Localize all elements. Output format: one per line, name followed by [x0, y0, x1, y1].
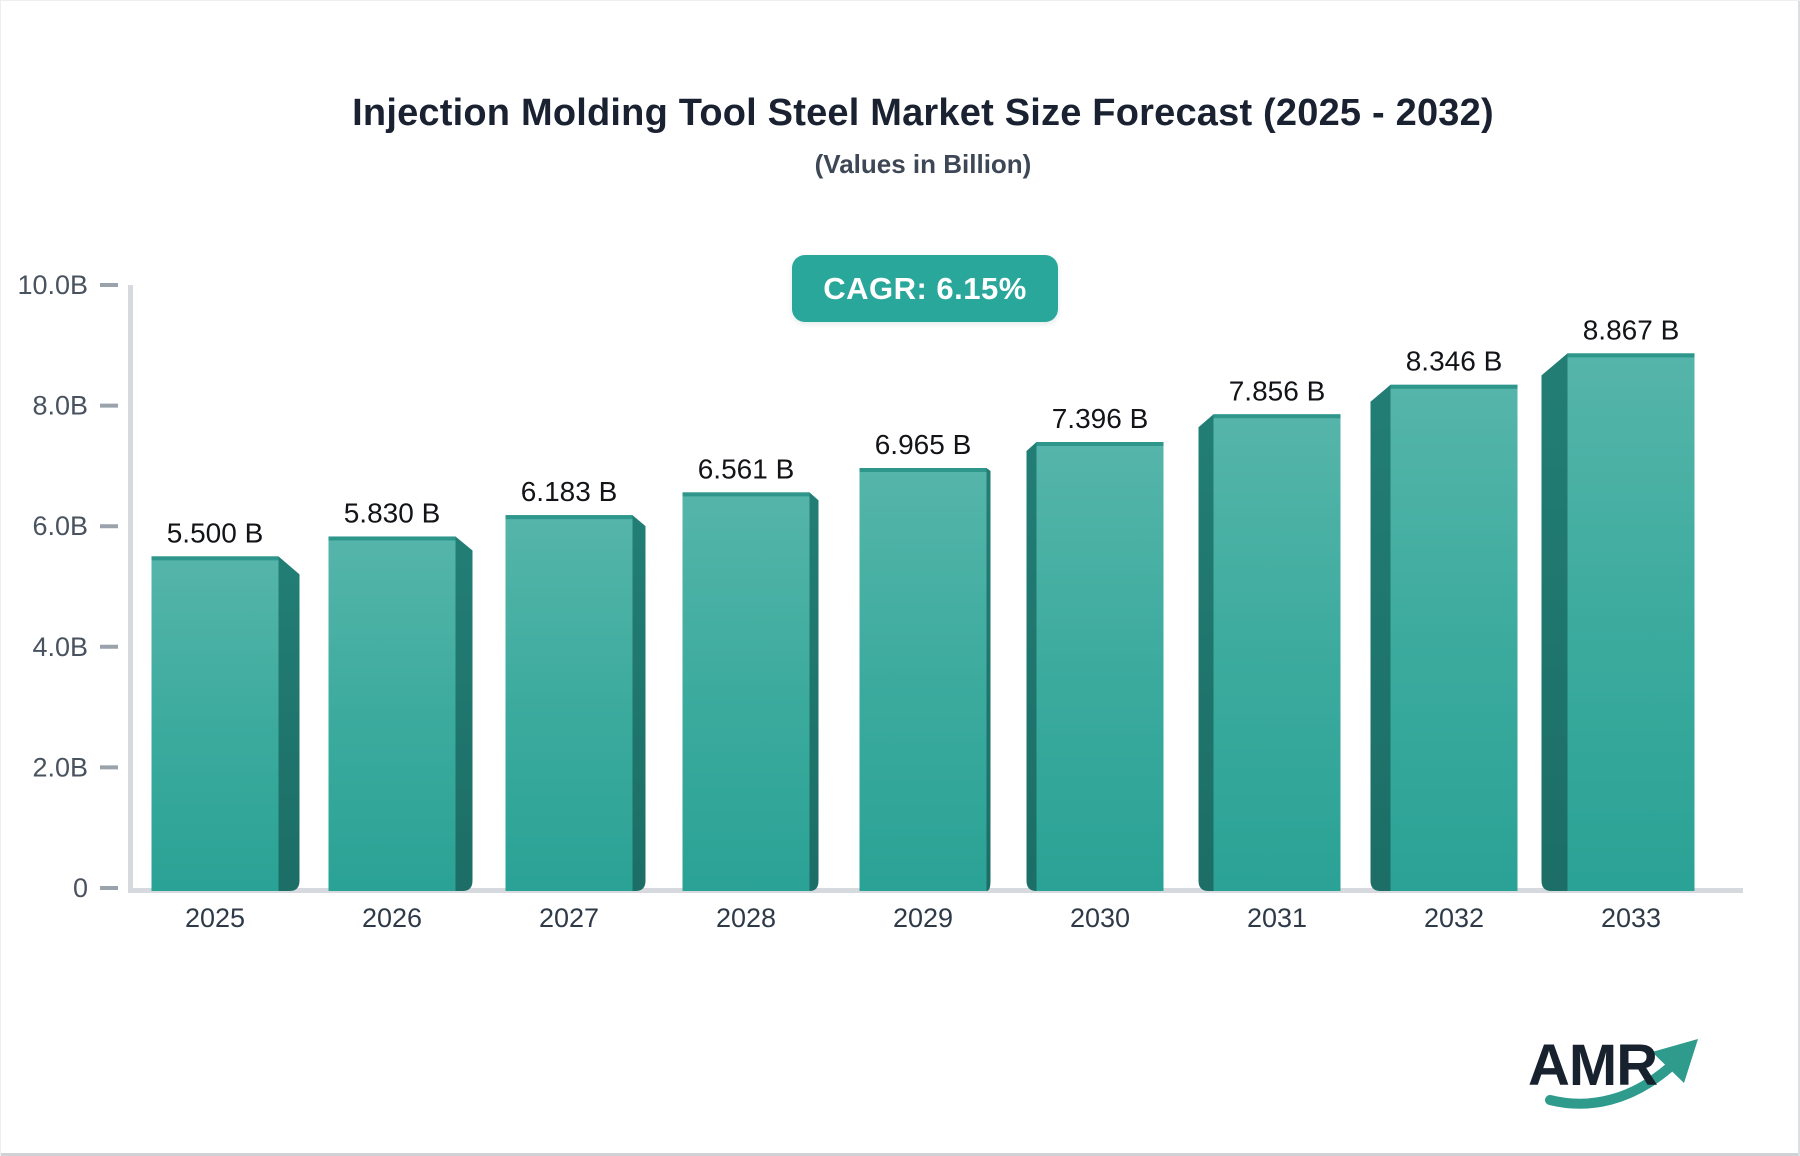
cagr-badge: CAGR: 6.15%: [792, 255, 1058, 322]
x-axis-label: 2032: [1424, 903, 1484, 933]
bar-value-label: 7.856 B: [1229, 375, 1326, 406]
x-axis-label: 2033: [1601, 903, 1661, 933]
bar-side-2030: [1026, 442, 1037, 891]
bar-value-label: 5.500 B: [167, 517, 264, 548]
bar-2031: [1213, 414, 1341, 891]
x-axis-label: 2025: [185, 903, 245, 933]
y-axis-tick-label: 6.0B: [32, 511, 88, 541]
bar-2025: [151, 556, 279, 891]
bar-value-label: 6.183 B: [521, 476, 618, 507]
amr-logo: AMR: [1500, 1022, 1740, 1142]
bar-side-2025: [278, 556, 300, 891]
bar-side-2028: [809, 492, 819, 891]
bar-side-2026: [455, 536, 473, 891]
x-axis-label: 2028: [716, 903, 776, 933]
bar-value-label: 5.830 B: [344, 497, 441, 528]
y-axis-tick-label: 0: [73, 873, 88, 903]
bar-2033: [1567, 353, 1695, 891]
x-axis-label: 2030: [1070, 903, 1130, 933]
bar-value-label: 8.867 B: [1583, 314, 1680, 345]
bar-side-2031: [1198, 414, 1214, 891]
bar-side-2029: [986, 468, 991, 891]
y-axis-tick-label: 8.0B: [32, 391, 88, 421]
x-axis-label: 2031: [1247, 903, 1307, 933]
bar-2029: [859, 468, 987, 891]
bar-2028: [682, 492, 810, 891]
x-axis-label: 2029: [893, 903, 953, 933]
x-axis-label: 2026: [362, 903, 422, 933]
bar-side-2027: [632, 515, 646, 891]
x-axis-label: 2027: [539, 903, 599, 933]
bar-2027: [505, 515, 633, 891]
bar-2026: [328, 536, 456, 891]
bar-side-2032: [1370, 384, 1391, 891]
logo-arrow-icon: [1545, 1039, 1698, 1109]
bar-value-label: 7.396 B: [1052, 403, 1149, 434]
chart-subtitle: (Values in Billion): [814, 149, 1032, 179]
bar-side-2033: [1541, 353, 1568, 891]
bar-value-label: 8.346 B: [1406, 346, 1503, 377]
amr-logo-text: AMR: [1528, 1033, 1658, 1098]
y-axis-tick-label: 4.0B: [32, 632, 88, 662]
y-axis-tick-label: 10.0B: [17, 270, 88, 300]
bar-value-label: 6.965 B: [875, 429, 972, 460]
chart-title: Injection Molding Tool Steel Market Size…: [352, 92, 1494, 134]
y-axis-tick-label: 2.0B: [32, 752, 88, 782]
bar-2032: [1390, 384, 1518, 891]
bar-value-label: 6.561 B: [698, 453, 795, 484]
cagr-badge-label: CAGR: 6.15%: [823, 270, 1027, 306]
bar-2030: [1036, 442, 1164, 891]
